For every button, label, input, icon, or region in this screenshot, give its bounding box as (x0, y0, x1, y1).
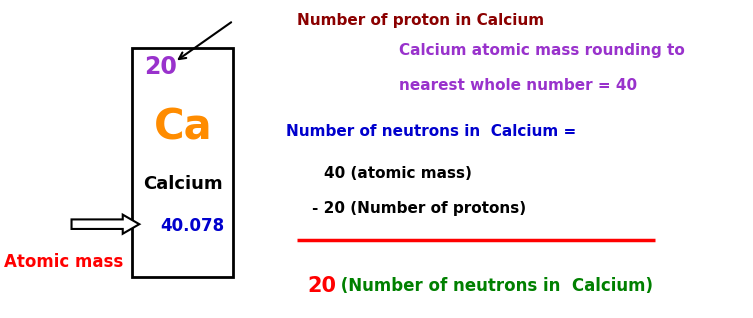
Text: Calcium: Calcium (143, 176, 223, 193)
Text: 40.078: 40.078 (160, 217, 224, 235)
Text: Number of proton in Calcium: Number of proton in Calcium (297, 13, 544, 28)
Text: Calcium atomic mass rounding to: Calcium atomic mass rounding to (399, 43, 684, 59)
Text: nearest whole number = 40: nearest whole number = 40 (399, 78, 637, 93)
Text: Number of neutrons in  Calcium =: Number of neutrons in Calcium = (286, 124, 576, 140)
Text: (Number of neutrons in  Calcium): (Number of neutrons in Calcium) (335, 277, 653, 295)
FancyBboxPatch shape (132, 48, 233, 277)
Text: Ca: Ca (154, 106, 212, 148)
Polygon shape (72, 215, 139, 234)
Text: 20: 20 (307, 276, 337, 296)
Text: - 20 (Number of protons): - 20 (Number of protons) (312, 201, 526, 216)
Text: Atomic mass: Atomic mass (4, 253, 123, 271)
Text: 20: 20 (145, 55, 178, 79)
Text: 40 (atomic mass): 40 (atomic mass) (324, 166, 471, 181)
